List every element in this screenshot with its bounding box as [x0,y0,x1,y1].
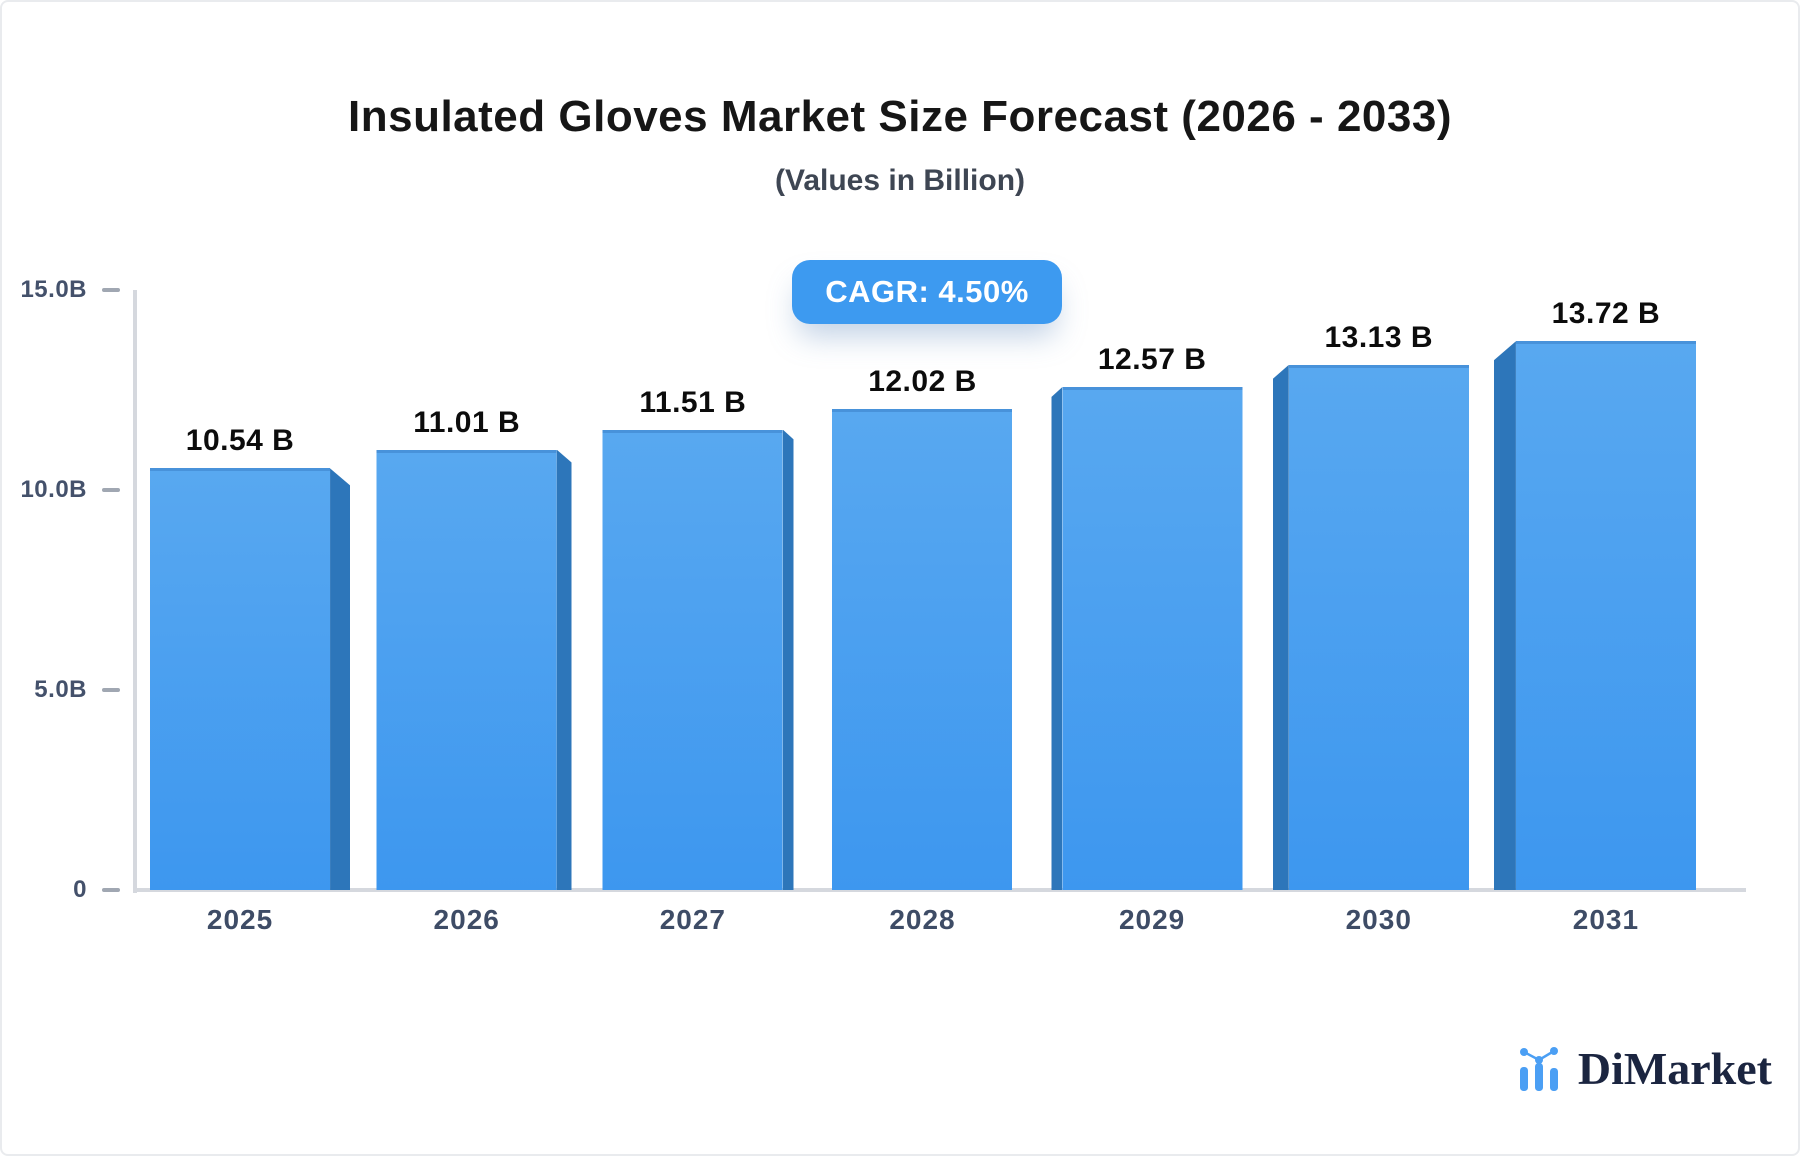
bar-slot-2027: 11.51 B 2027 [586,290,810,935]
x-axis-label: 2025 [206,904,274,935]
bar-value-label: 11.51 B [639,385,747,419]
bar-2027: 11.51 B [602,386,794,890]
bar-face [1062,387,1243,890]
bar-side-face [1051,387,1063,890]
combo-chart-icon [1519,1046,1558,1091]
y-tick-dash [102,688,120,692]
brand-name: DiMarket [1577,1043,1772,1094]
bar-side-face [1272,364,1289,890]
bar-value-label: 12.57 B [1097,343,1207,377]
bar-face [602,429,783,890]
bar-2028: 12.02 B [832,365,1013,890]
bar-slot-2031: 13.72 B 2031 [1483,290,1707,935]
x-axis-label: 2029 [1118,904,1186,935]
bar-face [1515,341,1696,890]
bar-face [1288,364,1469,890]
plot-area: 15.0B 10.0B 5.0B 0 10.54 B 2025 11.01 B 2026 11… [20,276,1746,935]
x-axis-label: 2026 [433,904,500,935]
x-axis-label: 2027 [659,904,726,935]
bars-container: 10.54 B 2025 11.01 B 2026 11.51 B 2027 12.02 B… [138,290,1707,935]
cagr-badge: CAGR: 4.50% [792,260,1062,324]
bar-slot-2028: 12.02 B 2028 [810,290,1034,935]
bar-value-label: 11.01 B [413,405,521,439]
y-tick-label: 10.0B [20,476,87,503]
bar-2026: 11.01 B [376,406,572,890]
cagr-badge-label: CAGR: 4.50% [825,274,1029,309]
bar-value-label: 13.13 B [1324,320,1434,354]
bar-value-label: 12.02 B [868,365,977,399]
y-tick-label: 15.0B [20,276,87,303]
bar-face [376,449,557,890]
bar-2031: 13.72 B [1493,297,1696,890]
bar-slot-2025: 10.54 B 2025 [138,290,362,935]
bar-face [150,468,331,890]
bar-side-face [556,449,572,890]
y-tick-label: 0 [73,876,87,903]
bar-2029: 12.57 B [1051,343,1243,890]
y-axis-line [133,290,137,893]
bar-side-face [1493,341,1516,890]
chart-subtitle: (Values in Billion) [774,164,1026,197]
bar-side-face [782,429,794,890]
bar-2025: 10.54 B [150,424,351,890]
bar-slot-2030: 13.13 B 2030 [1259,290,1483,935]
bar-side-face [330,468,351,890]
y-tick-dash [102,888,120,892]
bar-value-label: 10.54 B [185,424,295,458]
y-tick-dash [102,288,120,292]
bar-2030: 13.13 B [1272,321,1469,890]
y-tick-dash [102,488,120,492]
x-axis-label: 2030 [1345,904,1412,935]
x-axis-line [133,888,1746,892]
bar-value-label: 13.72 B [1551,297,1661,331]
x-axis-label: 2028 [889,904,956,935]
bar-slot-2029: 12.57 B 2029 [1035,290,1259,935]
chart-title: Insulated Gloves Market Size Forecast (2… [348,92,1452,141]
brand-logo: DiMarket [1518,1042,1772,1095]
bar-face [832,409,1013,890]
y-tick-label: 5.0B [34,676,87,703]
bar-slot-2026: 11.01 B 2026 [362,290,586,935]
x-axis-label: 2031 [1572,904,1640,935]
